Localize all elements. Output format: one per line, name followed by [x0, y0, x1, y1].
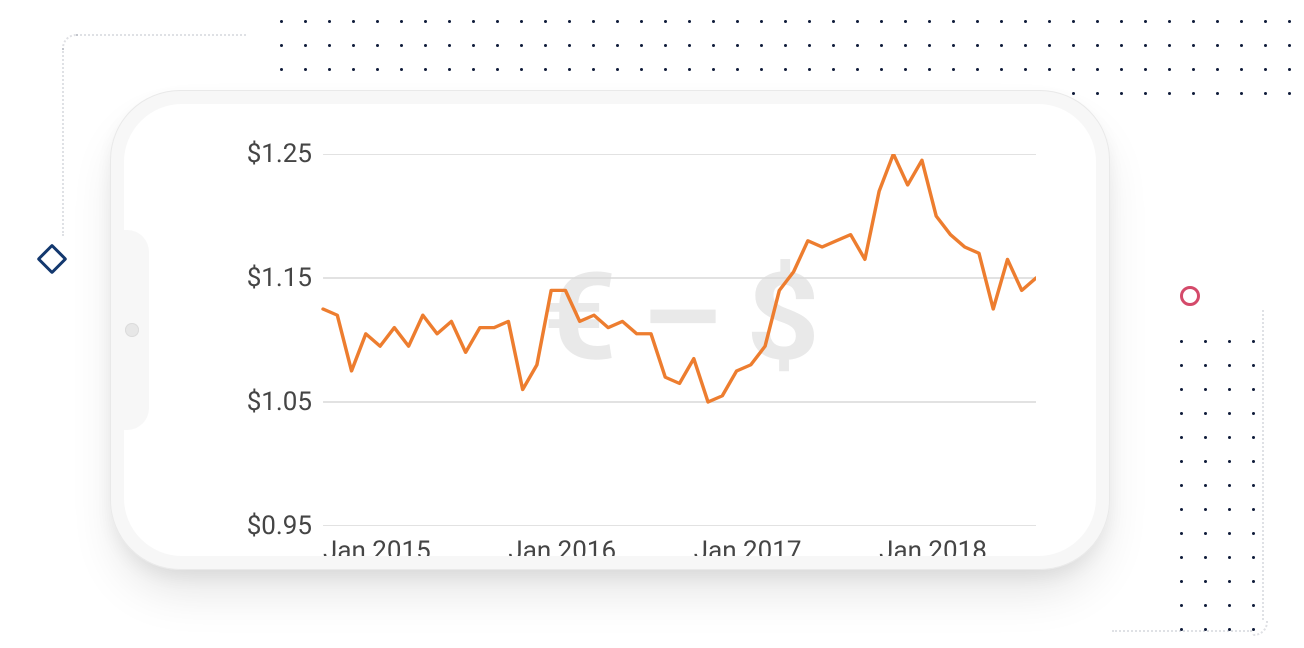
ring-icon — [1180, 286, 1200, 306]
decor-dotted-line — [62, 48, 64, 236]
decor-dotted-line — [1262, 310, 1264, 620]
exchange-rate-chart: € – $ $1.25 $1.15 $1.05 $0.95 Jan 2015Ja… — [224, 154, 1036, 526]
decor-dotted-line — [76, 34, 246, 36]
y-tick-label: $1.15 — [247, 263, 312, 293]
diamond-icon — [36, 243, 67, 274]
x-tick-label: Jan 2017 — [694, 536, 802, 556]
x-tick-label: Jan 2018 — [879, 536, 987, 556]
x-tick-label: Jan 2015 — [323, 536, 431, 556]
y-tick-label: $1.25 — [247, 139, 312, 169]
y-tick-label: $0.95 — [247, 511, 312, 541]
phone-screen: € – $ $1.25 $1.15 $1.05 $0.95 Jan 2015 Ja… — [124, 104, 1096, 556]
phone-notch — [124, 230, 149, 430]
phone-mockup: € – $ $1.25 $1.15 $1.05 $0.95 Jan 2015 Ja… — [110, 90, 1110, 570]
y-tick-label: $1.05 — [247, 387, 312, 417]
decor-dotted-line — [1112, 630, 1252, 632]
decor-dotted-corner — [1252, 620, 1268, 636]
chart-svg: € – $ — [224, 154, 1036, 526]
x-tick-label: Jan 2016 — [508, 536, 616, 556]
decor-dotted-corner — [62, 34, 78, 50]
